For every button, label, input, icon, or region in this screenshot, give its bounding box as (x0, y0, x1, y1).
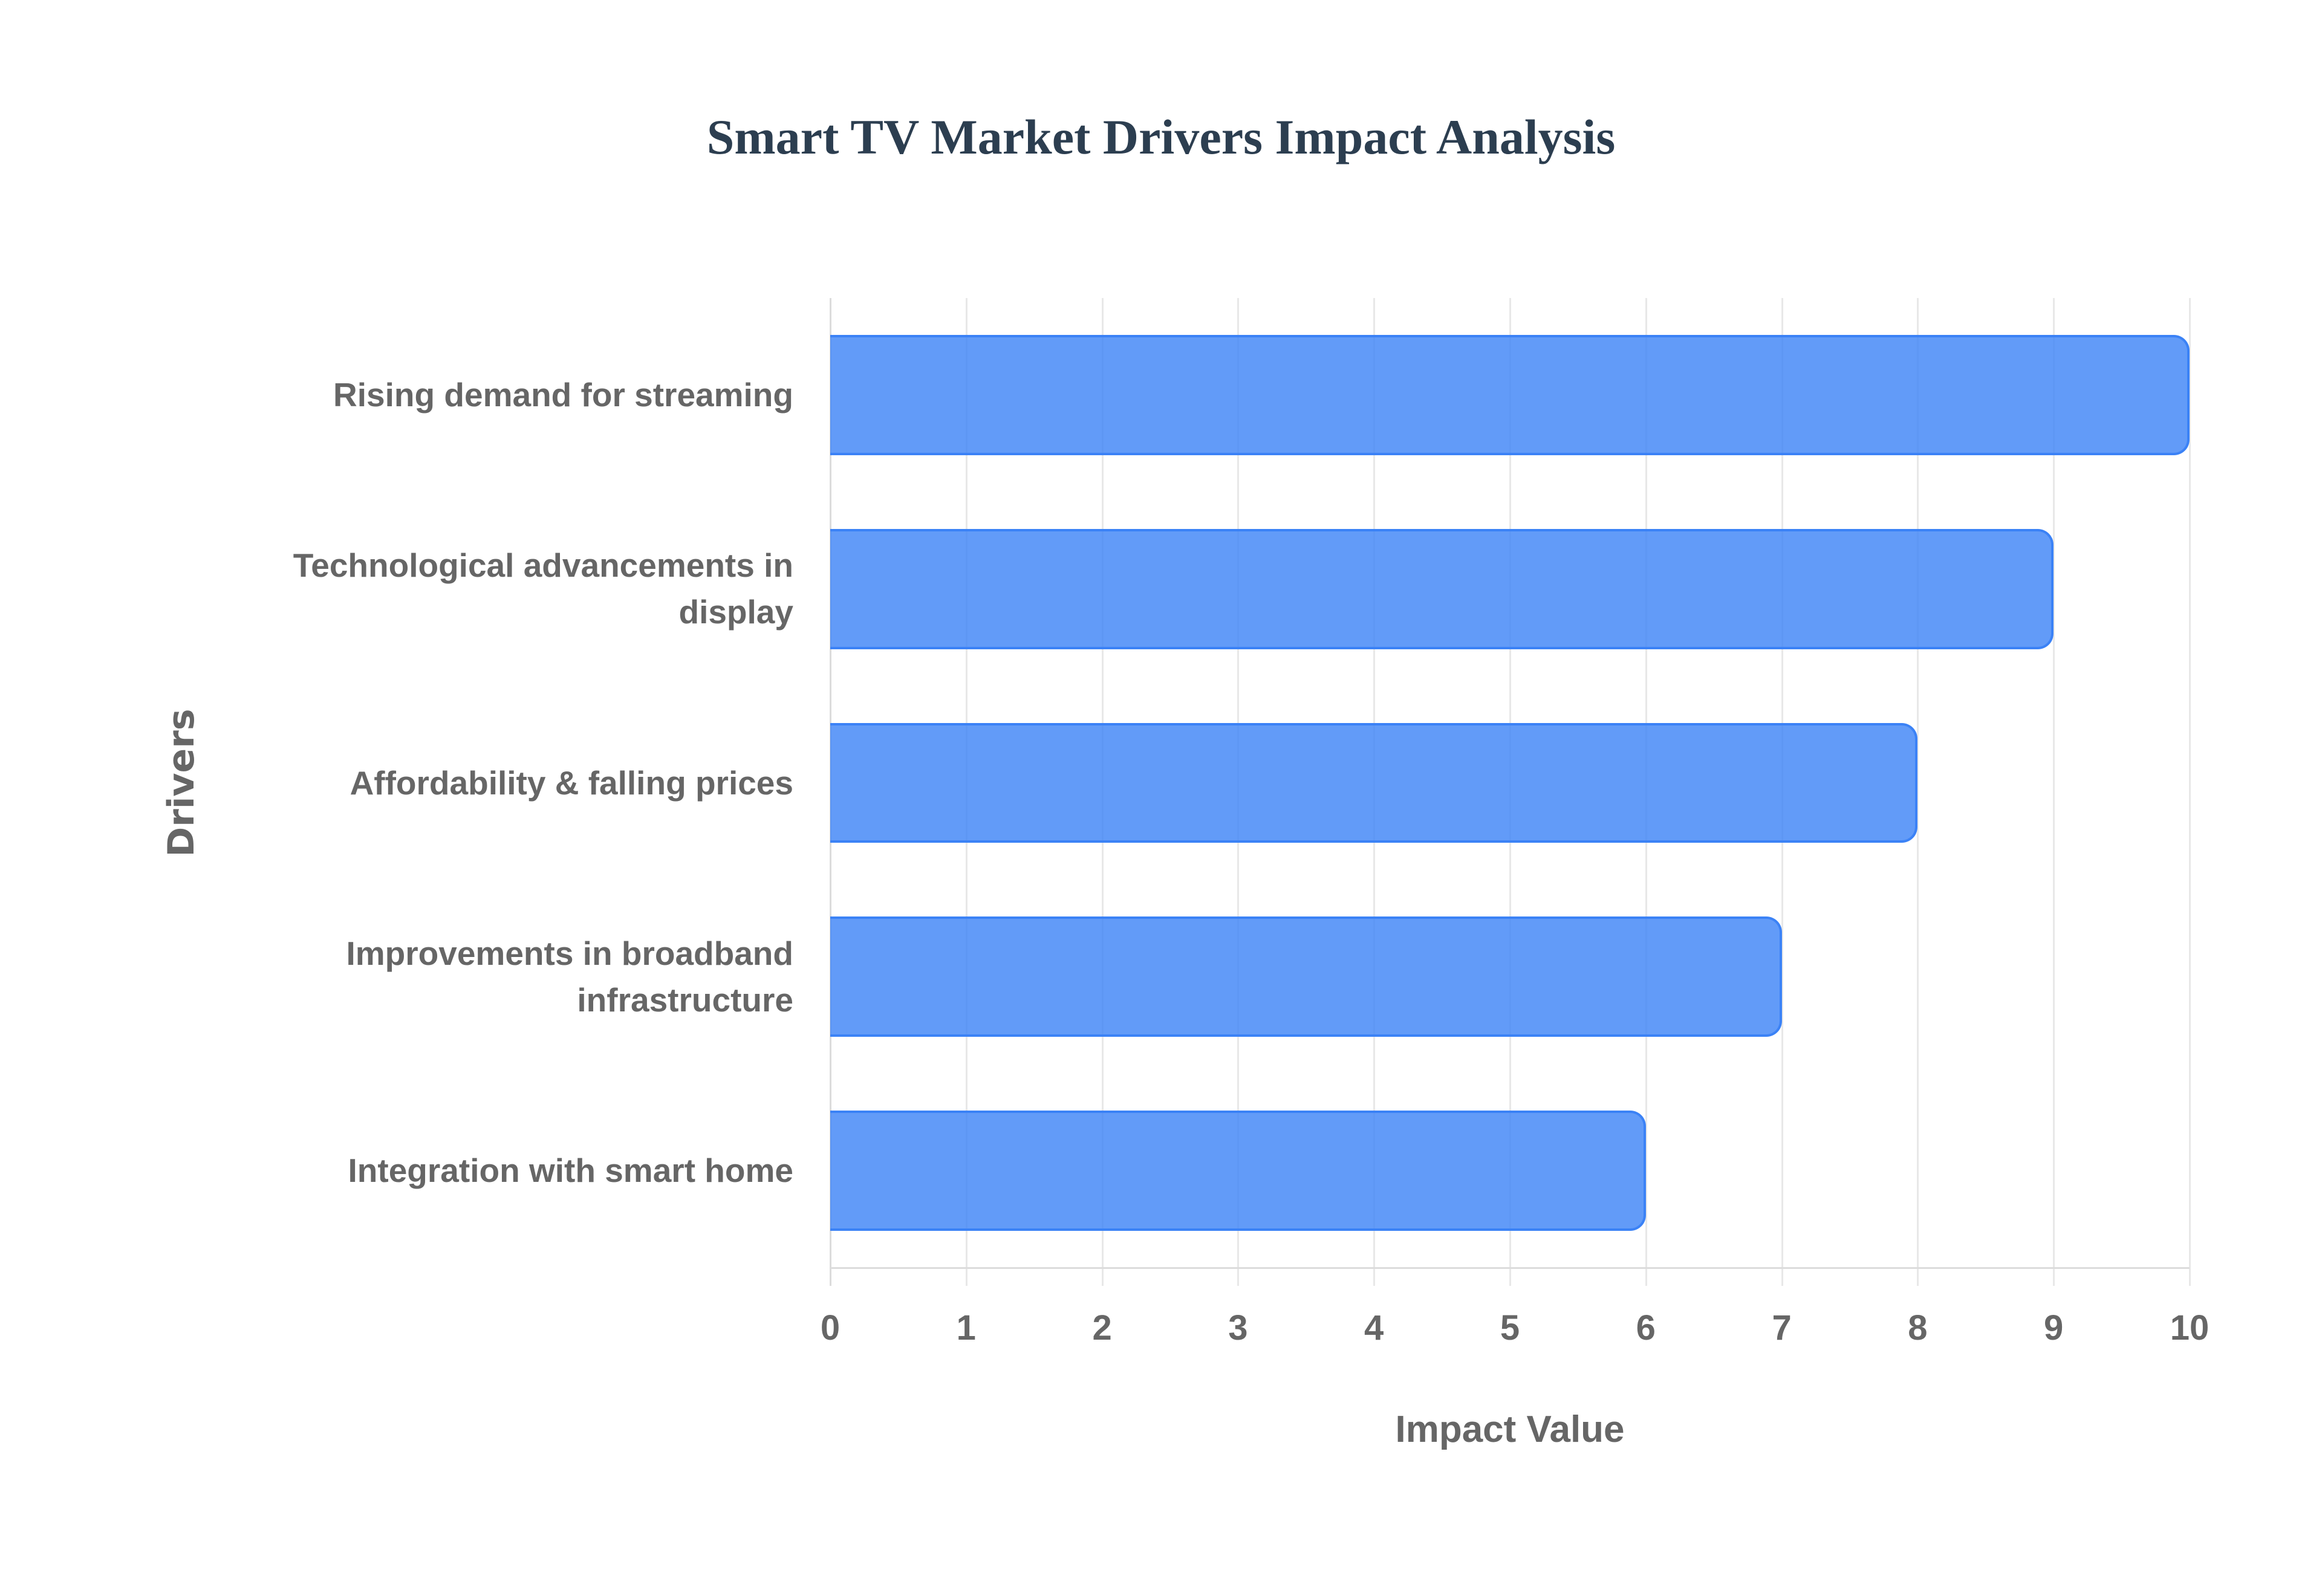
x-tick-label: 3 (1228, 1308, 1248, 1348)
y-category-label-line: Technological advancements in (293, 547, 793, 585)
y-category-label-line: infrastructure (577, 981, 793, 1019)
y-category-label-line: Improvements in broadband (346, 934, 793, 972)
bar[interactable] (830, 916, 1782, 1037)
x-tick-label: 1 (956, 1308, 976, 1348)
x-axis-line (830, 1267, 2190, 1269)
x-tick-label: 6 (1636, 1308, 1656, 1348)
x-tick-label: 9 (2044, 1308, 2064, 1348)
gridline (1917, 298, 1919, 1286)
plot-area (830, 298, 2191, 1286)
y-category-label-line: Integration with smart home (348, 1152, 793, 1190)
y-category-label: Integration with smart home (189, 1111, 793, 1231)
chart-title: Smart TV Market Drivers Impact Analysis (706, 109, 1616, 164)
bar[interactable] (830, 722, 1918, 843)
x-tick-label: 0 (820, 1308, 841, 1348)
x-tick-label: 4 (1364, 1308, 1384, 1348)
x-tick-label: 2 (1092, 1308, 1112, 1348)
y-category-label: Affordability & falling prices (189, 722, 793, 843)
x-tick-label: 10 (2170, 1308, 2210, 1348)
x-tick-label: 7 (1772, 1308, 1792, 1348)
y-category-label: Technological advancements in display (189, 528, 793, 649)
y-category-label: Rising demand for streaming (189, 334, 793, 455)
bar[interactable] (830, 334, 2190, 455)
gridline (2053, 298, 2055, 1286)
x-tick-label: 8 (1908, 1308, 1928, 1348)
bar[interactable] (830, 1111, 1646, 1231)
x-axis-title: Impact Value (1395, 1409, 1625, 1450)
gridline (2189, 298, 2191, 1286)
y-category-label-line: display (678, 593, 793, 631)
x-tick-label: 5 (1500, 1308, 1520, 1348)
y-category-label-line: Rising demand for streaming (333, 375, 793, 414)
y-category-label: Improvements in broadband infrastructure (189, 916, 793, 1037)
y-category-label-line: Affordability & falling prices (350, 764, 793, 802)
bar[interactable] (830, 528, 2054, 649)
